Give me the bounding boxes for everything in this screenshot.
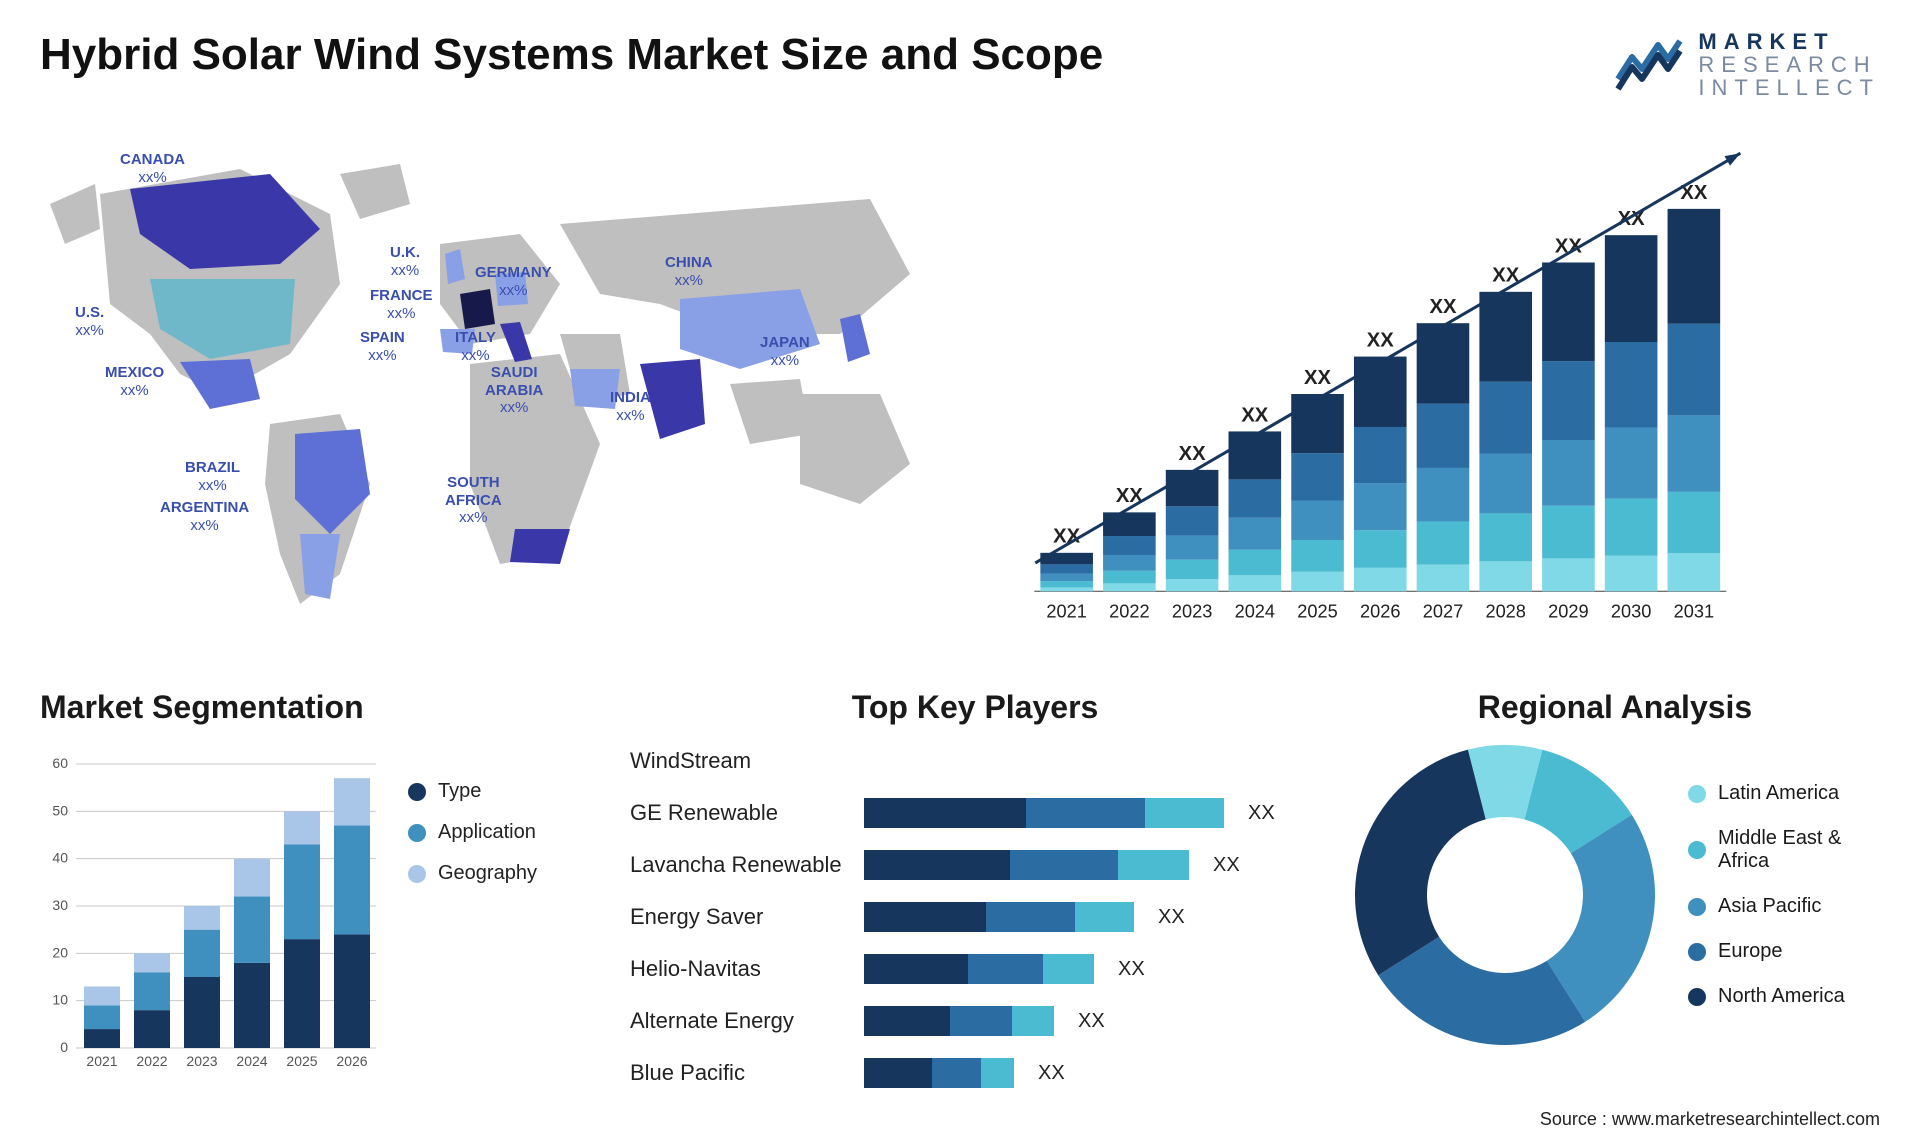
legend-item: Europe <box>1688 940 1845 963</box>
map-country-label: U.S.xx% <box>75 304 104 339</box>
svg-text:XX: XX <box>1241 405 1268 427</box>
map-country-label: MEXICOxx% <box>105 364 164 399</box>
svg-text:2029: 2029 <box>1548 602 1588 622</box>
svg-text:2026: 2026 <box>336 1053 367 1069</box>
regional-title: Regional Analysis <box>1350 689 1880 726</box>
svg-text:0: 0 <box>60 1039 68 1055</box>
player-name: WindStream <box>630 748 850 774</box>
player-row: Lavancha Renewable XX <box>630 844 1320 886</box>
brand-logo: MARKET RESEARCH INTELLECT <box>1614 30 1880 99</box>
segmentation-legend: Type Application Geography <box>408 740 537 1100</box>
player-value: XX <box>1038 1062 1065 1085</box>
player-value: XX <box>1248 802 1275 825</box>
player-row: Alternate Energy XX <box>630 1000 1320 1042</box>
svg-text:2025: 2025 <box>286 1053 317 1069</box>
player-row: Blue Pacific XX <box>630 1052 1320 1094</box>
logo-mark-icon <box>1614 35 1684 95</box>
map-country-label: ARGENTINAxx% <box>160 499 249 534</box>
svg-text:20: 20 <box>52 945 68 961</box>
player-row: GE Renewable XX <box>630 792 1320 834</box>
player-name: Helio-Navitas <box>630 956 850 982</box>
regional-panel: Regional Analysis Latin America Middle Ea… <box>1350 689 1880 1129</box>
world-map-panel: CANADAxx% U.S.xx%MEXICOxx% BRAZILxx% ARGENT… <box>40 129 970 659</box>
map-country-label: SPAINxx% <box>360 329 405 364</box>
map-country-label: ITALYxx% <box>455 329 496 364</box>
svg-text:2024: 2024 <box>236 1053 267 1069</box>
player-row: Energy Saver XX <box>630 896 1320 938</box>
player-value: XX <box>1158 906 1185 929</box>
segmentation-panel: Market Segmentation 0 10 20 30 40 50 60 2021 202… <box>40 689 600 1129</box>
player-bar <box>864 798 1224 828</box>
player-value: XX <box>1118 958 1145 981</box>
map-country-label: INDIAxx% <box>610 389 651 424</box>
svg-text:XX: XX <box>1179 443 1206 465</box>
player-name: Alternate Energy <box>630 1008 850 1034</box>
svg-text:2026: 2026 <box>1360 602 1400 622</box>
map-country-label: SAUDIARABIAxx% <box>485 364 543 416</box>
logo-text-line1: MARKET <box>1698 30 1880 53</box>
svg-text:2023: 2023 <box>186 1053 217 1069</box>
player-bar <box>864 954 1094 984</box>
page-title: Hybrid Solar Wind Systems Market Size an… <box>40 30 1103 80</box>
svg-text:2028: 2028 <box>1485 602 1525 622</box>
key-players-panel: Top Key Players WindStream GE Renewable XX… <box>630 689 1320 1129</box>
svg-text:XX: XX <box>1367 330 1394 352</box>
player-name: GE Renewable <box>630 800 850 826</box>
players-title: Top Key Players <box>630 689 1320 726</box>
market-trend-chart: XX2021XX2022XX2023XX2024XX2025XX2026XX20… <box>1010 129 1880 659</box>
legend-item: Geography <box>408 862 537 885</box>
svg-text:2022: 2022 <box>1109 602 1149 622</box>
svg-text:XX: XX <box>1429 296 1456 318</box>
svg-text:2024: 2024 <box>1235 602 1275 622</box>
svg-text:50: 50 <box>52 803 68 819</box>
map-country-label: GERMANYxx% <box>475 264 552 299</box>
segmentation-chart: 0 10 20 30 40 50 60 2021 2022 2023 2024 2025 2026 <box>40 740 390 1100</box>
svg-text:2027: 2027 <box>1423 602 1463 622</box>
map-country-label: CANADAxx% <box>120 151 185 186</box>
svg-text:30: 30 <box>52 897 68 913</box>
segmentation-title: Market Segmentation <box>40 689 600 726</box>
svg-text:10: 10 <box>52 992 68 1008</box>
legend-item: Asia Pacific <box>1688 895 1845 918</box>
svg-text:2023: 2023 <box>1172 602 1212 622</box>
map-country-label: BRAZILxx% <box>185 459 240 494</box>
map-country-label: FRANCExx% <box>370 287 433 322</box>
player-value: XX <box>1213 854 1240 877</box>
player-row: Helio-Navitas XX <box>630 948 1320 990</box>
legend-item: North America <box>1688 985 1845 1008</box>
player-bar <box>864 902 1134 932</box>
legend-item: Type <box>408 780 537 803</box>
svg-text:2031: 2031 <box>1674 602 1714 622</box>
player-bar <box>864 850 1189 880</box>
source-attribution: Source : www.marketresearchintellect.com <box>1540 1109 1880 1130</box>
player-name: Blue Pacific <box>630 1060 850 1086</box>
player-bar <box>864 1006 1054 1036</box>
player-row: WindStream <box>630 740 1320 782</box>
svg-text:40: 40 <box>52 850 68 866</box>
legend-item: Latin America <box>1688 782 1845 805</box>
svg-text:2030: 2030 <box>1611 602 1651 622</box>
svg-text:XX: XX <box>1304 367 1331 389</box>
legend-item: Application <box>408 821 537 844</box>
logo-text-line3: INTELLECT <box>1698 76 1880 99</box>
svg-text:2021: 2021 <box>86 1053 117 1069</box>
map-country-label: U.K.xx% <box>390 244 420 279</box>
player-name: Energy Saver <box>630 904 850 930</box>
svg-text:2021: 2021 <box>1046 602 1086 622</box>
player-bar <box>864 1058 1014 1088</box>
map-country-label: SOUTHAFRICAxx% <box>445 474 502 526</box>
player-name: Lavancha Renewable <box>630 852 850 878</box>
svg-text:2025: 2025 <box>1297 602 1337 622</box>
map-country-label: CHINAxx% <box>665 254 713 289</box>
logo-text-line2: RESEARCH <box>1698 53 1880 76</box>
regional-legend: Latin America Middle East &Africa Asia Pac… <box>1688 782 1845 1008</box>
svg-text:60: 60 <box>52 755 68 771</box>
legend-item: Middle East &Africa <box>1688 827 1845 873</box>
player-value: XX <box>1078 1010 1105 1033</box>
map-country-label: JAPANxx% <box>760 334 810 369</box>
svg-text:2022: 2022 <box>136 1053 167 1069</box>
regional-donut-chart <box>1350 740 1660 1050</box>
